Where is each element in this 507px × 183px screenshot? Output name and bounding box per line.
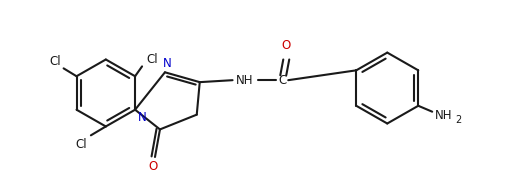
Text: O: O	[282, 39, 291, 52]
Text: Cl: Cl	[146, 53, 158, 66]
Text: Cl: Cl	[75, 138, 87, 151]
Text: O: O	[149, 160, 158, 173]
Text: N: N	[138, 111, 147, 124]
Text: NH: NH	[434, 109, 452, 122]
Text: Cl: Cl	[50, 55, 61, 68]
Text: NH: NH	[236, 74, 253, 87]
Text: 2: 2	[455, 115, 461, 125]
Text: C: C	[278, 74, 286, 87]
Text: N: N	[163, 57, 171, 70]
